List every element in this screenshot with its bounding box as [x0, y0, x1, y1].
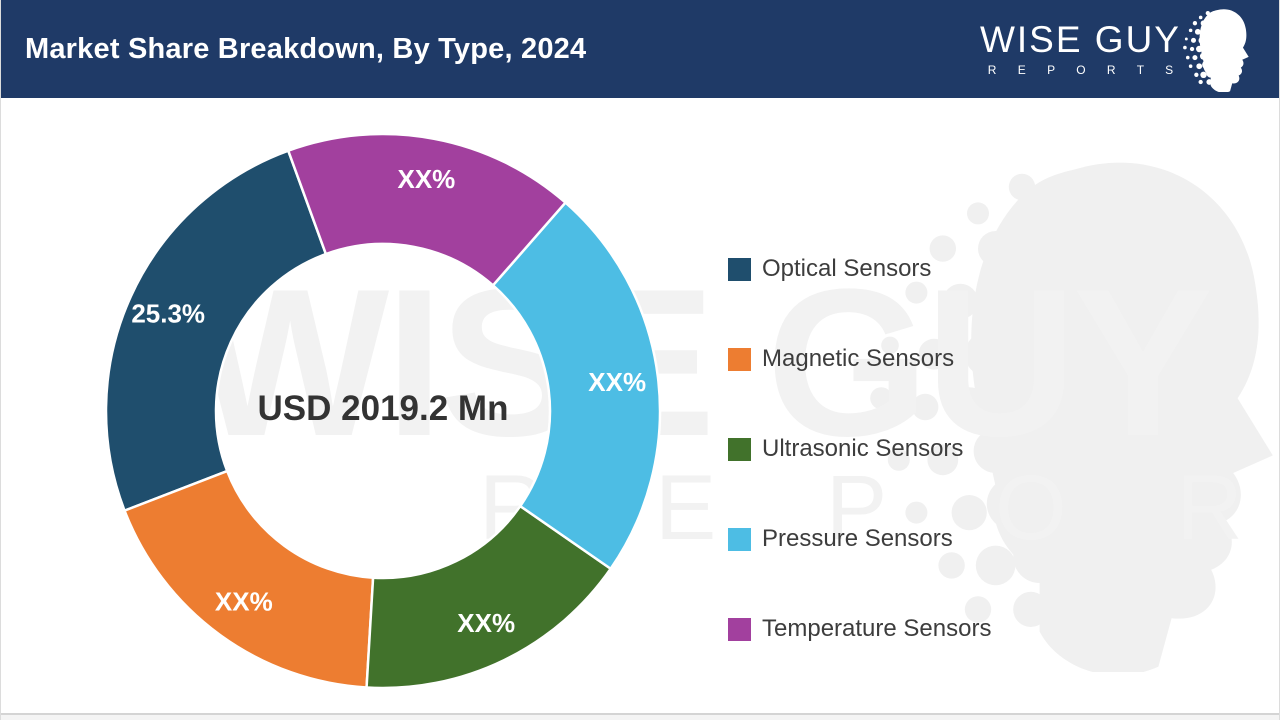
page-bottom-border — [1, 713, 1279, 720]
slice-percent-label-pressure-sensors: XX% — [588, 367, 646, 397]
legend-swatch-pressure-sensors — [728, 527, 751, 551]
donut-center-value: USD 2019.2 Mn — [257, 389, 509, 428]
page-title: Market Share Breakdown, By Type, 2024 — [25, 32, 587, 65]
legend-label-temperature-sensors: Temperature Sensors — [762, 615, 992, 642]
legend-label-optical-sensors: Optical Sensors — [762, 255, 932, 282]
wise-guy-logo: WISE GUY R E P O R T S — [980, 0, 1261, 98]
logo-head-icon — [1183, 9, 1249, 92]
legend-swatch-temperature-sensors — [728, 617, 751, 641]
donut-slice-optical-sensors — [104, 149, 328, 512]
slice-percent-label-optical-sensors: 25.3% — [131, 298, 205, 328]
legend-swatch-magnetic-sensors — [728, 347, 751, 371]
legend-item-ultrasonic-sensors: Ultrasonic Sensors — [728, 435, 991, 462]
legend-swatch-ultrasonic-sensors — [728, 437, 751, 461]
donut-slice-temperature-sensors — [287, 132, 567, 287]
donut-slice-ultrasonic-sensors — [365, 504, 612, 690]
logo-text: WISE GUY R E P O R T S — [980, 21, 1181, 77]
logo-reports-label: R E P O R T S — [987, 63, 1183, 77]
legend-swatch-optical-sensors — [728, 257, 751, 281]
slice-percent-label-temperature-sensors: XX% — [397, 164, 455, 194]
watermark-wiseguy-text: WISE GUY — [191, 245, 1213, 480]
legend-item-magnetic-sensors: Magnetic Sensors — [728, 345, 991, 372]
logo-wiseguy-label: WISE GUY — [979, 19, 1181, 60]
slice-percent-label-magnetic-sensors: XX% — [215, 587, 273, 617]
legend-label-pressure-sensors: Pressure Sensors — [762, 525, 953, 552]
legend-item-temperature-sensors: Temperature Sensors — [728, 615, 992, 642]
chart-legend: Optical Sensors Magnetic Sensors Ultrasoni… — [728, 255, 992, 707]
legend-label-magnetic-sensors: Magnetic Sensors — [762, 345, 955, 372]
legend-item-optical-sensors: Optical Sensors — [728, 255, 991, 282]
donut-slice-magnetic-sensors — [123, 469, 375, 689]
legend-label-ultrasonic-sensors: Ultrasonic Sensors — [762, 435, 964, 462]
donut-slice-pressure-sensors — [491, 201, 662, 571]
slice-percent-label-ultrasonic-sensors: XX% — [457, 608, 515, 638]
legend-item-pressure-sensors: Pressure Sensors — [728, 525, 991, 552]
header-bar: Market Share Breakdown, By Type, 2024 WI… — [1, 0, 1279, 98]
